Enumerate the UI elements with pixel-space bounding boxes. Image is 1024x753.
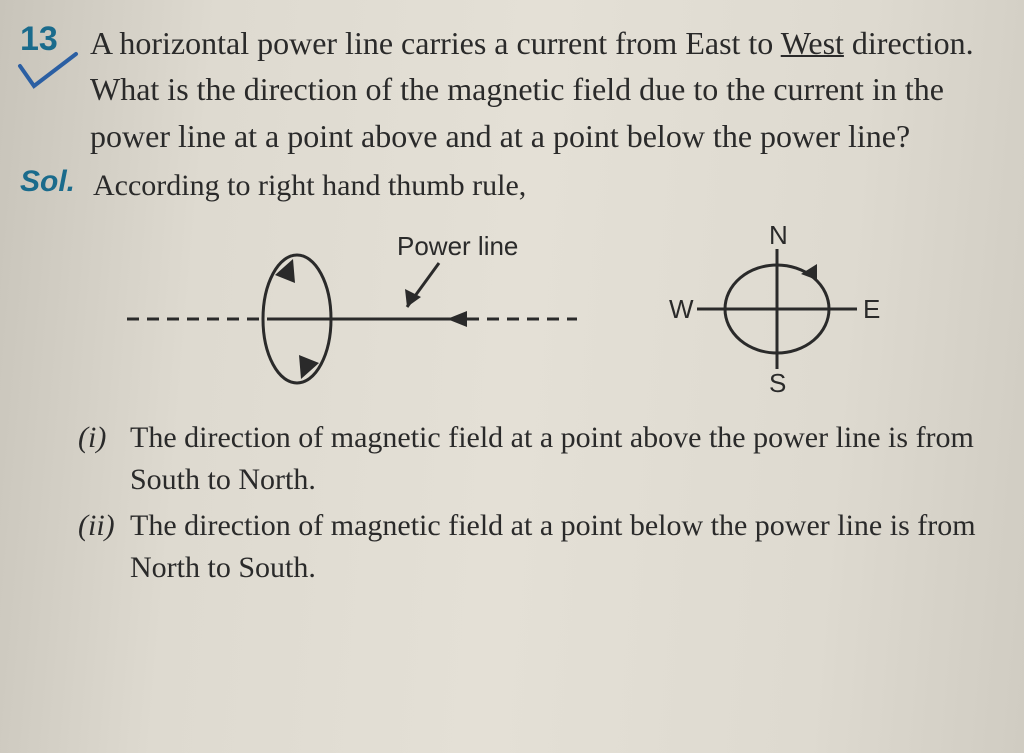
compass-s: S — [769, 368, 786, 394]
checkmark-icon — [12, 48, 82, 98]
compass-diagram: N E S W — [667, 224, 887, 394]
compass-e: E — [863, 294, 880, 324]
answer-item: (i) The direction of magnetic field at a… — [78, 417, 984, 501]
answer-text: The direction of magnetic field at a poi… — [130, 505, 984, 589]
solution-intro: According to right hand thumb rule, — [93, 165, 984, 207]
answer-item: (ii) The direction of magnetic field at … — [78, 505, 984, 589]
power-line-label: Power line — [397, 231, 518, 261]
compass-n: N — [769, 224, 788, 250]
question-text-west: West — [781, 25, 844, 61]
question-text-p1: A horizontal power line carries a curren… — [90, 25, 781, 61]
answer-text: The direction of magnetic field at a poi… — [130, 417, 984, 501]
solution-label: Sol. — [20, 165, 75, 199]
solution-row: Sol. According to right hand thumb rule, — [20, 165, 984, 207]
question-text: A horizontal power line carries a curren… — [90, 20, 984, 159]
question-number: 13 — [20, 20, 72, 59]
answer-num: (i) — [78, 417, 122, 501]
compass-w: W — [669, 294, 694, 324]
answer-list: (i) The direction of magnetic field at a… — [78, 417, 984, 589]
diagram-row: Power line N E S W — [20, 219, 984, 399]
power-line-diagram: Power line — [117, 219, 587, 399]
answer-num: (ii) — [78, 505, 122, 589]
question-row: 13 A horizontal power line carries a cur… — [20, 20, 984, 159]
page: 13 A horizontal power line carries a cur… — [0, 0, 1024, 753]
